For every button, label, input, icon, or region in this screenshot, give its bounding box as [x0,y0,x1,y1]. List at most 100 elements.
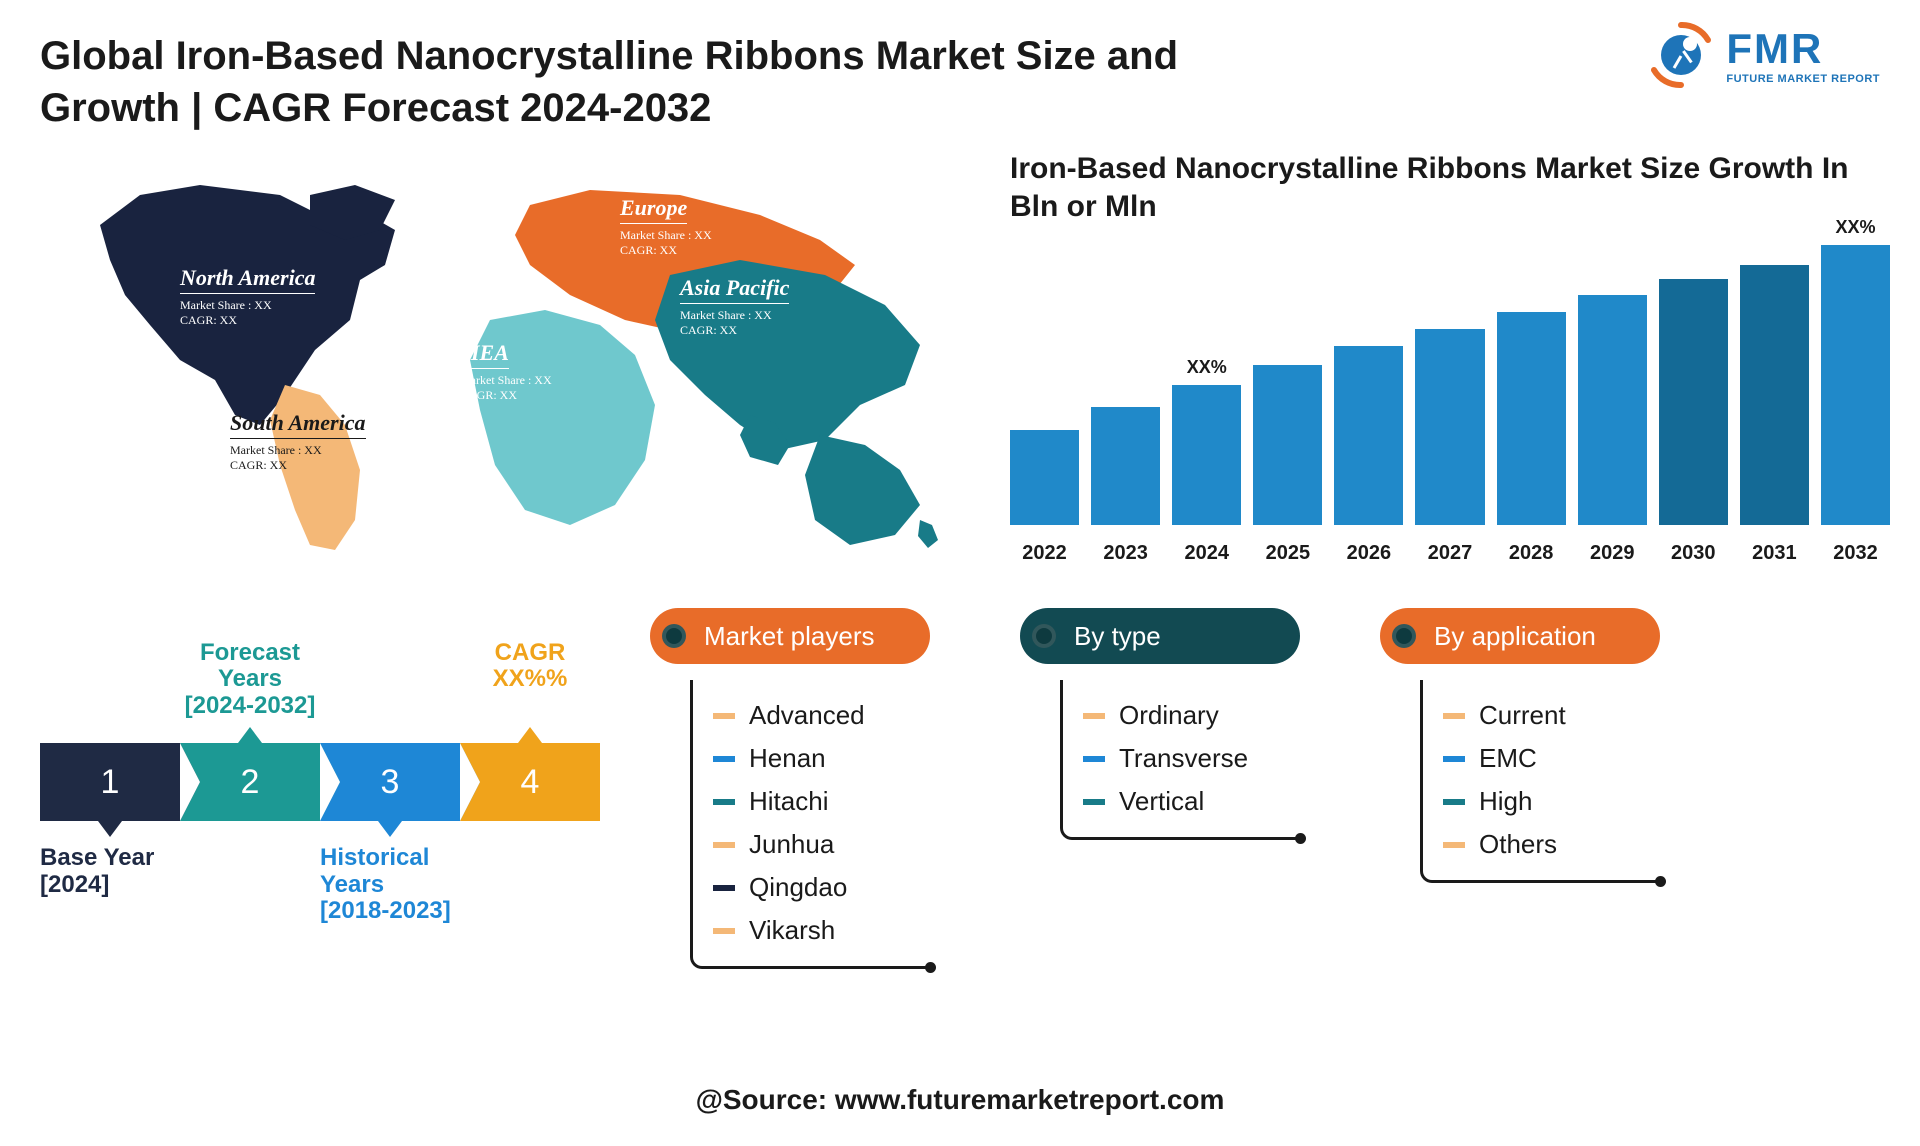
timeline-arrow [180,727,320,743]
timeline-arrow [460,727,600,743]
bar-callout: XX% [1835,217,1875,238]
bar-2030 [1659,279,1728,525]
category-title: Market players [704,621,875,652]
bar-rect [1578,295,1647,525]
dash-icon [1083,799,1105,805]
bar-2029 [1578,295,1647,525]
x-tick: 2026 [1334,542,1403,565]
timeline-bottom-label [180,845,320,924]
list-item: Others [1443,823,1610,866]
list-item-label: EMC [1479,743,1537,774]
list-item-label: Junhua [749,829,834,860]
x-tick: 2022 [1010,542,1079,565]
dash-icon [1083,713,1105,719]
logo-text-sub: FUTURE MARKET REPORT [1726,73,1880,85]
category-pill: By type [1020,608,1300,664]
timeline-top-label: CAGRXX%% [460,640,600,719]
bar-2024: XX% [1172,385,1241,525]
source-text: @Source: www.futuremarketreport.com [0,1084,1920,1116]
list-item: Transverse [1083,737,1250,780]
dash-icon [1443,799,1465,805]
logo-icon [1646,20,1716,90]
timeline: Forecast Years[2024-2032]CAGRXX%% 1234 B… [40,640,600,924]
bar-2028 [1497,312,1566,525]
dash-icon [1083,756,1105,762]
list-item-label: High [1479,786,1532,817]
category-pill: Market players [650,608,930,664]
list-item: EMC [1443,737,1610,780]
bar-rect [1821,245,1890,525]
timeline-arrow [40,727,180,743]
timeline-arrow [460,821,600,837]
category-list: Current EMC High Others [1420,680,1660,883]
bar-2027 [1415,329,1484,525]
timeline-arrow [320,727,460,743]
region-label-mea: MEAMarket Share : XXCAGR: XX [460,340,552,403]
list-item-label: Henan [749,743,826,774]
x-tick: 2031 [1740,542,1809,565]
timeline-segment: 4 [460,743,600,821]
dash-icon [713,799,735,805]
list-item-label: Advanced [749,700,865,731]
list-item-label: Transverse [1119,743,1248,774]
chart-title: Iron-Based Nanocrystalline Ribbons Marke… [1010,150,1890,225]
bar-2022 [1010,430,1079,525]
list-item: Henan [713,737,880,780]
bullet-icon [1392,624,1416,648]
dash-icon [1443,713,1465,719]
list-item: Qingdao [713,866,880,909]
bar-rect [1415,329,1484,525]
x-tick: 2025 [1253,542,1322,565]
region-label-sa: South AmericaMarket Share : XXCAGR: XX [230,410,366,473]
x-tick: 2030 [1659,542,1728,565]
bar-callout: XX% [1187,357,1227,378]
bullet-icon [1032,624,1056,648]
bar-rect [1010,430,1079,525]
x-tick: 2028 [1497,542,1566,565]
page-title: Global Iron-Based Nanocrystalline Ribbon… [40,30,1290,134]
dash-icon [1443,756,1465,762]
category-list: OrdinaryTransverseVertical [1060,680,1300,840]
bar-2026 [1334,346,1403,525]
timeline-segment: 1 [40,743,180,821]
dash-icon [713,885,735,891]
bar-2023 [1091,407,1160,525]
timeline-bottom-label [460,845,600,924]
bar-2031 [1740,265,1809,525]
logo: FMR FUTURE MARKET REPORT [1646,20,1880,90]
region-label-na: North AmericaMarket Share : XXCAGR: XX [180,265,315,328]
timeline-arrow [320,821,460,837]
list-item: Current [1443,694,1610,737]
list-item-label: Current [1479,700,1566,731]
x-tick: 2032 [1821,542,1890,565]
bar-2032: XX% [1821,245,1890,525]
region-label-eu: EuropeMarket Share : XXCAGR: XX [620,195,712,258]
category-title: By application [1434,621,1596,652]
x-tick: 2024 [1172,542,1241,565]
x-tick: 2029 [1578,542,1647,565]
timeline-arrow [180,821,320,837]
dash-icon [1443,842,1465,848]
bullet-icon [662,624,686,648]
dash-icon [713,756,735,762]
category-by-application: By application Current EMC High Others [1380,608,1660,883]
bar-rect [1497,312,1566,525]
x-tick: 2027 [1415,542,1484,565]
list-item-label: Vikarsh [749,915,835,946]
list-item: Vikarsh [713,909,880,952]
region-label-ap: Asia PacificMarket Share : XXCAGR: XX [680,275,789,338]
category-title: By type [1074,621,1161,652]
bar-rect [1091,407,1160,525]
dash-icon [713,928,735,934]
category-market-players: Market players Advanced Henan Hitachi Junhua… [650,608,930,969]
list-item: High [1443,780,1610,823]
timeline-top-label [40,640,180,719]
list-item-label: Ordinary [1119,700,1219,731]
list-item: Hitachi [713,780,880,823]
bar-rect [1172,385,1241,525]
timeline-segment: 2 [180,743,320,821]
timeline-arrow [40,821,180,837]
list-item: Junhua [713,823,880,866]
category-by-type: By typeOrdinaryTransverseVertical [1020,608,1300,840]
list-item: Advanced [713,694,880,737]
